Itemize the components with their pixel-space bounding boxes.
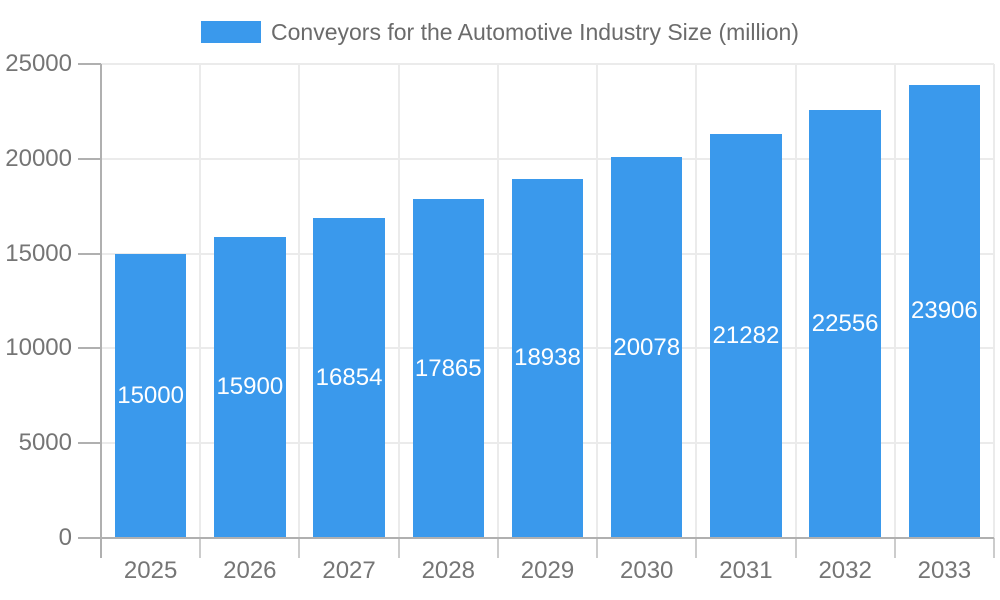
bar (611, 157, 683, 538)
legend: Conveyors for the Automotive Industry Si… (0, 19, 1000, 45)
y-gridline (101, 157, 994, 160)
y-tick (78, 442, 101, 445)
bar (511, 178, 584, 538)
bar-value-label: 16854 (315, 364, 383, 392)
x-tick (298, 538, 301, 558)
x-tick (199, 538, 202, 558)
x-tick-label: 2027 (322, 557, 376, 584)
legend-swatch (201, 21, 262, 43)
category-gridline (993, 64, 995, 538)
y-tick (78, 157, 101, 160)
bar (809, 110, 881, 538)
bar-value-label: 15900 (216, 373, 284, 401)
y-tick (78, 252, 101, 255)
category-gridline (695, 64, 698, 538)
y-tick-label: 15000 (5, 239, 72, 267)
y-tick-label: 10000 (5, 334, 72, 362)
category-gridline (893, 64, 896, 538)
x-tick-label: 2030 (620, 557, 674, 584)
x-tick (596, 538, 599, 558)
bar-value-label: 18938 (514, 344, 581, 372)
category-gridline (794, 64, 797, 538)
category-gridline (298, 64, 301, 538)
bar (710, 134, 782, 538)
category-gridline (199, 64, 202, 538)
x-tick-label: 2032 (818, 557, 872, 584)
bar (114, 253, 187, 538)
x-tick (794, 538, 797, 558)
category-gridline (496, 64, 499, 538)
bar (214, 236, 286, 538)
bar (313, 218, 385, 538)
category-gridline (397, 64, 400, 538)
x-axis-line (101, 537, 994, 539)
legend-label: Conveyors for the Automotive Industry Si… (271, 18, 799, 45)
x-tick (695, 538, 698, 558)
y-tick-label: 25000 (5, 50, 72, 77)
category-gridline (596, 64, 599, 538)
x-tick-label: 2033 (917, 557, 972, 584)
bar-value-label: 21282 (712, 322, 780, 350)
x-tick (397, 538, 400, 558)
y-tick (78, 63, 101, 65)
x-tick-label: 2025 (123, 557, 178, 584)
x-tick-label: 2029 (520, 557, 575, 584)
bar-value-label: 23906 (911, 297, 978, 325)
y-tick-label: 20000 (5, 144, 72, 172)
y-axis-line (100, 64, 102, 558)
bar-value-label: 15000 (117, 381, 184, 409)
x-tick-label: 2028 (421, 557, 475, 584)
bar (412, 199, 484, 538)
bar (908, 84, 981, 538)
y-tick (78, 537, 101, 539)
x-tick-label: 2026 (223, 557, 277, 584)
x-tick (993, 538, 995, 558)
bar-value-label: 17865 (414, 354, 482, 382)
y-tick-label: 5000 (18, 429, 72, 457)
x-tick (496, 538, 499, 558)
y-tick-label: 0 (58, 524, 72, 551)
bar-value-label: 22556 (811, 310, 879, 338)
y-gridline (101, 63, 994, 65)
bar-value-label: 20078 (613, 333, 681, 361)
x-tick (893, 538, 896, 558)
y-tick (78, 347, 101, 350)
x-tick-label: 2031 (719, 557, 773, 584)
